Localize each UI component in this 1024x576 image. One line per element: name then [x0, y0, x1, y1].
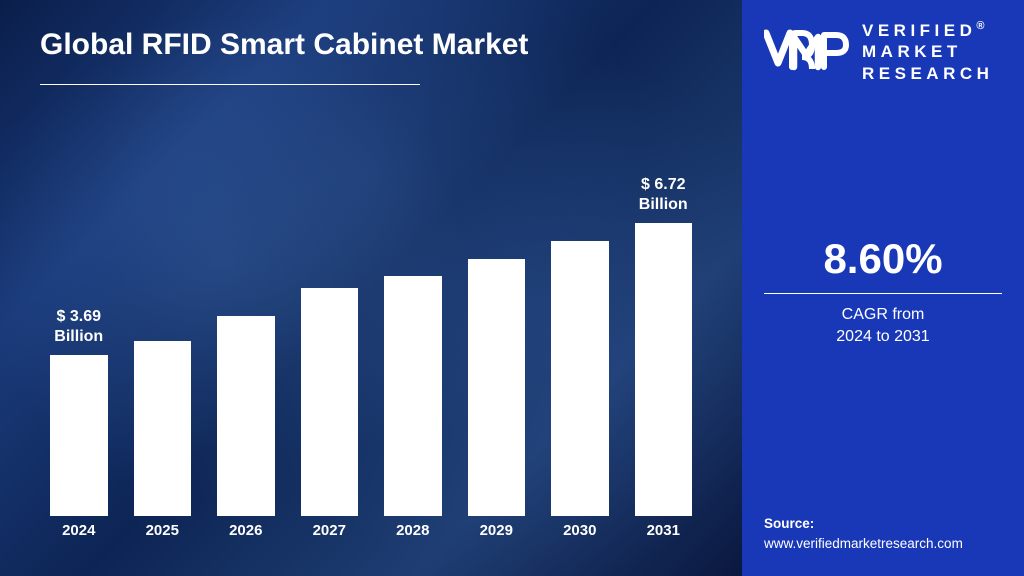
x-label: 2026 — [217, 522, 275, 546]
bar-value-label: $ 6.72Billion — [639, 175, 688, 215]
registered-mark: ® — [976, 20, 984, 32]
cagr-caption-line1: CAGR from — [842, 306, 925, 323]
source-block: Source: www.verifiedmarketresearch.com — [764, 514, 1002, 555]
left-panel: Global RFID Smart Cabinet Market $ 3.69B… — [0, 0, 742, 576]
brand-line3: RESEARCH — [862, 64, 993, 83]
bar-wrap — [301, 288, 359, 516]
bar-value-label: $ 3.69Billion — [54, 307, 103, 347]
cagr-block: 8.60% CAGR from 2024 to 2031 — [764, 235, 1002, 349]
cagr-caption-line2: 2024 to 2031 — [836, 328, 929, 345]
bar — [551, 241, 609, 516]
page-title: Global RFID Smart Cabinet Market — [40, 28, 702, 62]
bar-chart: $ 3.69Billion$ 6.72Billion 2024202520262… — [40, 136, 702, 546]
x-label: 2027 — [301, 522, 359, 546]
bar-wrap — [551, 241, 609, 516]
bar — [384, 276, 442, 516]
cagr-underline — [764, 293, 1002, 294]
x-label: 2031 — [635, 522, 693, 546]
bar — [217, 316, 275, 517]
source-url: www.verifiedmarketresearch.com — [764, 536, 963, 551]
bar — [134, 341, 192, 516]
x-label: 2030 — [551, 522, 609, 546]
bar-wrap: $ 3.69Billion — [50, 355, 108, 516]
brand-line1: VERIFIED — [862, 21, 976, 40]
brand-logo: VERIFIED® MARKET RESEARCH — [764, 20, 1002, 84]
bar-wrap — [384, 276, 442, 516]
bar — [50, 355, 108, 516]
title-underline — [40, 84, 420, 85]
vmr-logo-icon — [764, 25, 852, 79]
x-axis-labels: 2024 2025 2026 2027 2028 2029 2030 2031 — [40, 522, 702, 546]
x-label: 2029 — [468, 522, 526, 546]
cagr-value: 8.60% — [764, 235, 1002, 283]
source-label: Source: — [764, 516, 814, 531]
bar-wrap — [134, 341, 192, 516]
bar-wrap — [217, 316, 275, 517]
cagr-caption: CAGR from 2024 to 2031 — [764, 304, 1002, 349]
bar — [301, 288, 359, 516]
brand-line2: MARKET — [862, 42, 962, 61]
right-panel: VERIFIED® MARKET RESEARCH 8.60% CAGR fro… — [742, 0, 1024, 576]
bars-container: $ 3.69Billion $ 6.72Billion — [40, 176, 702, 516]
x-label: 2025 — [134, 522, 192, 546]
bar — [468, 259, 526, 516]
brand-text: VERIFIED® MARKET RESEARCH — [862, 20, 993, 84]
bar-wrap: $ 6.72Billion — [635, 223, 693, 516]
bar-wrap — [468, 259, 526, 516]
x-label: 2024 — [50, 522, 108, 546]
x-label: 2028 — [384, 522, 442, 546]
bar — [635, 223, 693, 516]
